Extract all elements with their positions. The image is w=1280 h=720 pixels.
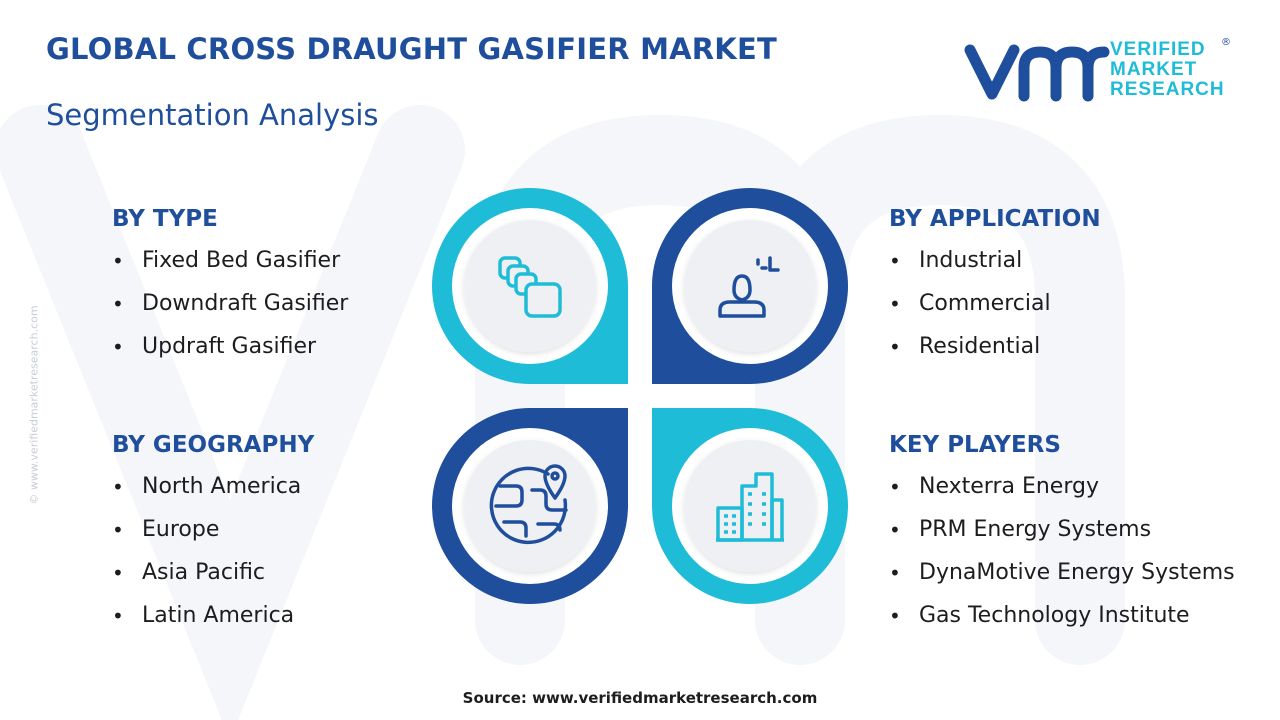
segment-by-geography: BY GEOGRAPHY North America Europe Asia P… bbox=[112, 432, 314, 644]
logo-line-2: MARKET bbox=[1110, 59, 1198, 80]
buildings-icon bbox=[716, 472, 784, 542]
source-footer: Source: www.verifiedmarketresearch.com bbox=[462, 689, 818, 707]
logo-line-1: VERIFIED bbox=[1110, 39, 1206, 60]
list-item: Latin America bbox=[112, 601, 314, 644]
registered-mark: ® bbox=[1221, 37, 1231, 48]
segment-heading-players: KEY PLAYERS bbox=[889, 432, 1061, 458]
segment-heading-application: BY APPLICATION bbox=[889, 206, 1101, 232]
list-item: Fixed Bed Gasifier bbox=[112, 246, 348, 289]
list-item: Commercial bbox=[889, 289, 1101, 332]
list-item: Updraft Gasifier bbox=[112, 332, 348, 375]
segment-by-type: BY TYPE Fixed Bed Gasifier Downdraft Gas… bbox=[112, 206, 348, 375]
list-item: Residential bbox=[889, 332, 1101, 375]
logo-line-3: RESEARCH bbox=[1110, 79, 1225, 100]
person-icon bbox=[718, 256, 780, 318]
list-item: Nexterra Energy bbox=[889, 472, 1235, 515]
segment-heading-geography: BY GEOGRAPHY bbox=[112, 432, 315, 458]
petal-geography bbox=[432, 408, 628, 604]
list-item: DynaMotive Energy Systems bbox=[889, 558, 1235, 601]
segment-by-application: BY APPLICATION Industrial Commercial Res… bbox=[889, 206, 1101, 375]
segment-heading-type: BY TYPE bbox=[112, 206, 218, 232]
segment-list-players: Nexterra Energy PRM Energy Systems DynaM… bbox=[889, 472, 1235, 644]
list-item: Asia Pacific bbox=[112, 558, 314, 601]
segment-list-geography: North America Europe Asia Pacific Latin … bbox=[112, 472, 314, 644]
list-item: Gas Technology Institute bbox=[889, 601, 1235, 644]
petal-players bbox=[652, 408, 848, 604]
list-item: North America bbox=[112, 472, 314, 515]
stacked-squares-icon bbox=[498, 256, 562, 318]
segment-list-type: Fixed Bed Gasifier Downdraft Gasifier Up… bbox=[112, 246, 348, 375]
list-item: Industrial bbox=[889, 246, 1101, 289]
list-item: Europe bbox=[112, 515, 314, 558]
list-item: Downdraft Gasifier bbox=[112, 289, 348, 332]
segment-key-players: KEY PLAYERS Nexterra Energy PRM Energy S… bbox=[889, 432, 1235, 644]
list-item: PRM Energy Systems bbox=[889, 515, 1235, 558]
page-title: GLOBAL CROSS DRAUGHT GASIFIER MARKET bbox=[46, 32, 777, 66]
vmr-logo-mark bbox=[964, 44, 1110, 102]
globe-location-icon bbox=[489, 464, 568, 545]
segment-list-application: Industrial Commercial Residential bbox=[889, 246, 1101, 375]
page-subtitle: Segmentation Analysis bbox=[46, 98, 379, 132]
logo-wordmark: VERIFIED MARKET RESEARCH bbox=[1110, 40, 1225, 100]
